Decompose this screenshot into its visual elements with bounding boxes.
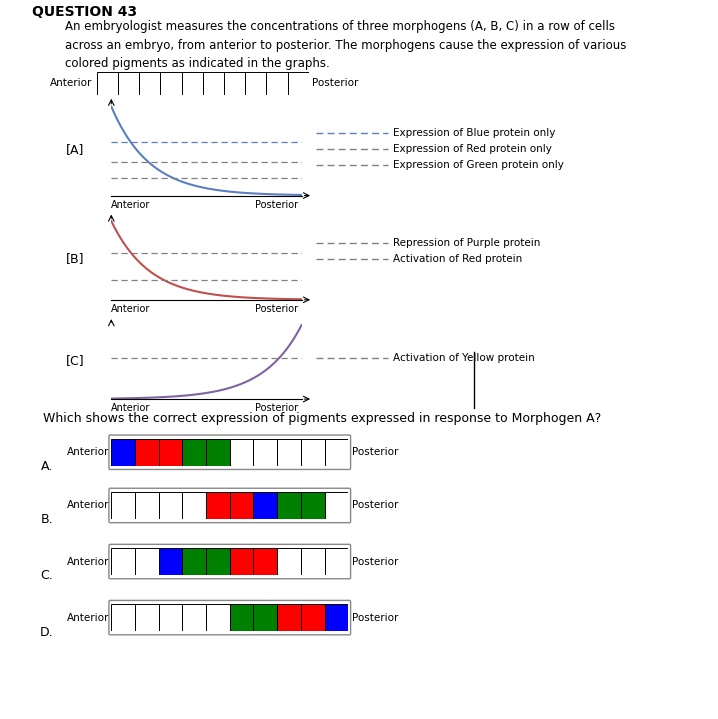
- Bar: [111, 439, 135, 466]
- Bar: [253, 604, 277, 631]
- Bar: [277, 492, 301, 519]
- Text: Expression of Green protein only: Expression of Green protein only: [393, 160, 564, 170]
- Bar: [277, 548, 301, 575]
- Text: Posterior: Posterior: [255, 403, 298, 413]
- Bar: [253, 548, 277, 575]
- Bar: [159, 604, 182, 631]
- Text: Expression of Red protein only: Expression of Red protein only: [393, 144, 552, 154]
- Bar: [230, 548, 253, 575]
- Text: Posterior: Posterior: [352, 500, 398, 510]
- Text: An embryologist measures the concentrations of three morphogens (A, B, C) in a r: An embryologist measures the concentrati…: [65, 20, 626, 70]
- Text: Anterior: Anterior: [111, 304, 151, 314]
- Bar: [159, 548, 182, 575]
- Text: [C]: [C]: [66, 354, 85, 367]
- Bar: [246, 72, 266, 95]
- Bar: [97, 72, 118, 95]
- Text: A.: A.: [40, 460, 53, 473]
- Text: Anterior: Anterior: [67, 500, 109, 510]
- Text: Activation of Red protein: Activation of Red protein: [393, 254, 523, 264]
- Text: Expression of Blue protein only: Expression of Blue protein only: [393, 128, 556, 138]
- Text: Posterior: Posterior: [352, 557, 398, 567]
- Text: Posterior: Posterior: [352, 613, 398, 623]
- Bar: [206, 604, 230, 631]
- Text: Anterior: Anterior: [67, 447, 109, 457]
- Bar: [277, 604, 301, 631]
- Bar: [111, 604, 135, 631]
- Text: Anterior: Anterior: [50, 78, 92, 88]
- Bar: [287, 72, 309, 95]
- Bar: [301, 492, 325, 519]
- Bar: [135, 439, 159, 466]
- Bar: [139, 72, 161, 95]
- Bar: [325, 492, 348, 519]
- Bar: [277, 439, 301, 466]
- Text: Posterior: Posterior: [312, 78, 359, 88]
- Text: B.: B.: [40, 513, 53, 526]
- Bar: [182, 492, 206, 519]
- Text: Repression of Purple protein: Repression of Purple protein: [393, 238, 541, 248]
- Bar: [118, 72, 139, 95]
- Bar: [224, 72, 246, 95]
- Bar: [135, 492, 159, 519]
- Text: Anterior: Anterior: [67, 557, 109, 567]
- Bar: [206, 492, 230, 519]
- Bar: [206, 439, 230, 466]
- Text: Posterior: Posterior: [255, 304, 298, 314]
- Bar: [253, 439, 277, 466]
- Bar: [325, 604, 348, 631]
- Bar: [253, 492, 277, 519]
- Bar: [161, 72, 182, 95]
- Bar: [182, 604, 206, 631]
- Text: Anterior: Anterior: [67, 613, 109, 623]
- Bar: [182, 548, 206, 575]
- Text: Anterior: Anterior: [111, 403, 151, 413]
- Bar: [230, 604, 253, 631]
- Bar: [325, 548, 348, 575]
- Bar: [135, 604, 159, 631]
- Bar: [325, 439, 348, 466]
- Bar: [111, 492, 135, 519]
- Bar: [203, 72, 224, 95]
- Bar: [301, 548, 325, 575]
- Bar: [159, 492, 182, 519]
- Text: QUESTION 43: QUESTION 43: [32, 5, 137, 19]
- Text: Which shows the correct expression of pigments expressed in response to Morphoge: Which shows the correct expression of pi…: [43, 412, 602, 425]
- Bar: [159, 439, 182, 466]
- Text: Activation of Yellow protein: Activation of Yellow protein: [393, 353, 535, 363]
- Bar: [230, 492, 253, 519]
- Text: Posterior: Posterior: [352, 447, 398, 457]
- Bar: [206, 548, 230, 575]
- Bar: [266, 72, 287, 95]
- Bar: [301, 604, 325, 631]
- Bar: [301, 439, 325, 466]
- Text: [B]: [B]: [66, 252, 85, 265]
- Text: D.: D.: [40, 626, 53, 638]
- Text: [A]: [A]: [66, 143, 85, 156]
- Text: C.: C.: [40, 569, 53, 582]
- Bar: [182, 439, 206, 466]
- Bar: [182, 72, 203, 95]
- Bar: [111, 548, 135, 575]
- Bar: [135, 548, 159, 575]
- Text: Anterior: Anterior: [111, 200, 151, 210]
- Bar: [230, 439, 253, 466]
- Text: Posterior: Posterior: [255, 200, 298, 210]
